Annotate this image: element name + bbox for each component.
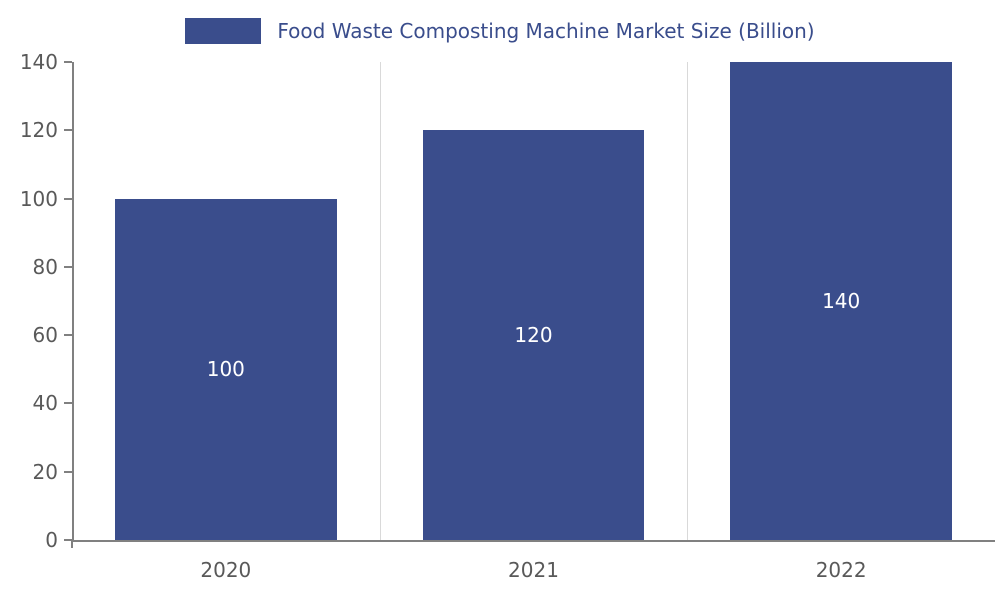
bar-2022: 140 bbox=[730, 62, 952, 540]
y-tick: 60 bbox=[33, 323, 72, 347]
y-tick: 140 bbox=[20, 50, 72, 74]
y-tick-mark bbox=[64, 61, 72, 63]
y-tick-mark bbox=[64, 197, 72, 200]
y-tick-mark bbox=[64, 334, 72, 337]
y-tick-mark bbox=[64, 265, 72, 268]
y-tick-label: 60 bbox=[32, 323, 58, 348]
bar-value-label: 120 bbox=[514, 323, 553, 348]
y-tick: 120 bbox=[20, 118, 72, 142]
y-tick: 80 bbox=[33, 255, 72, 279]
x-axis-corner-tick bbox=[71, 540, 73, 548]
bar-value-label: 100 bbox=[206, 357, 245, 382]
y-tick: 20 bbox=[33, 460, 72, 484]
chart-legend: Food Waste Composting Machine Market Siz… bbox=[0, 18, 1000, 44]
vertical-gridline bbox=[379, 62, 381, 540]
y-tick-label: 80 bbox=[32, 254, 58, 279]
x-axis-line bbox=[72, 540, 995, 542]
y-tick-label: 140 bbox=[19, 50, 58, 74]
x-tick-label: 2021 bbox=[508, 558, 559, 582]
y-tick-mark bbox=[64, 470, 72, 473]
y-tick: 40 bbox=[33, 391, 72, 415]
y-axis-line bbox=[72, 62, 74, 540]
x-tick-label: 2022 bbox=[815, 558, 867, 582]
y-tick-label: 0 bbox=[45, 528, 58, 552]
legend-swatch-icon bbox=[185, 18, 262, 44]
y-tick-mark bbox=[64, 129, 72, 132]
bar-2020: 100 bbox=[115, 198, 337, 540]
bar-2021: 120 bbox=[422, 130, 645, 540]
y-tick: 100 bbox=[20, 187, 72, 211]
vertical-gridline bbox=[687, 62, 689, 540]
chart-title: Food Waste Composting Machine Market Siz… bbox=[277, 19, 815, 43]
y-tick: 0 bbox=[45, 528, 72, 552]
y-tick-mark bbox=[64, 539, 72, 541]
bar-value-label: 140 bbox=[822, 289, 861, 313]
y-tick-label: 120 bbox=[19, 118, 58, 143]
y-tick-label: 100 bbox=[19, 186, 58, 211]
y-tick-label: 40 bbox=[32, 391, 58, 416]
y-tick-mark bbox=[64, 402, 72, 405]
y-tick-label: 20 bbox=[32, 459, 58, 484]
x-tick-label: 2020 bbox=[200, 558, 252, 582]
plot-area: 0 20 40 60 80 100 120 140 100 2020 120 2021 140 2022 bbox=[20, 50, 995, 582]
